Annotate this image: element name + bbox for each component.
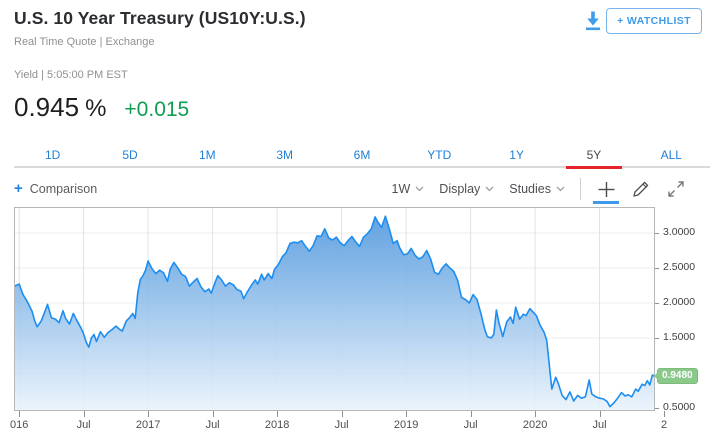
x-tick xyxy=(599,411,601,417)
price-chart[interactable] xyxy=(14,207,655,411)
range-tabs: 1D 5D 1M 3M 6M YTD 1Y 5Y ALL xyxy=(14,147,710,166)
pencil-icon xyxy=(633,181,649,197)
interval-dropdown[interactable]: 1W xyxy=(392,182,425,196)
x-tick-label: 016 xyxy=(10,419,29,431)
display-dropdown[interactable]: Display xyxy=(439,182,494,196)
y-tick-label: 2.5000 xyxy=(663,261,696,273)
x-tick xyxy=(19,411,21,417)
x-tick-label: 2017 xyxy=(135,419,161,431)
last-price-badge: 0.9480 xyxy=(657,367,698,384)
tab-6m[interactable]: 6M xyxy=(353,148,371,162)
quote-meta: Yield | 5:05:00 PM EST xyxy=(14,69,128,81)
tab-5y[interactable]: 5Y xyxy=(555,147,632,166)
x-tick-label: 2019 xyxy=(393,419,419,431)
x-tick-label: 2020 xyxy=(522,419,548,431)
chevron-down-icon xyxy=(415,186,424,192)
y-tick xyxy=(655,232,659,234)
draw-tool-button[interactable] xyxy=(631,179,651,199)
y-tick-label: 3.0000 xyxy=(663,226,696,238)
expand-icon xyxy=(668,181,684,197)
tabs-underline xyxy=(14,166,710,168)
tab-all[interactable]: ALL xyxy=(660,148,682,162)
chevron-down-icon xyxy=(556,186,565,192)
x-tick xyxy=(212,411,214,417)
y-tick xyxy=(655,267,659,269)
y-tick xyxy=(655,407,659,409)
x-tick-label: Jul xyxy=(463,419,478,431)
x-tick-label: Jul xyxy=(76,419,91,431)
comparison-label: Comparison xyxy=(29,182,98,196)
x-tick xyxy=(664,411,665,417)
y-tick-label: 1.5000 xyxy=(663,331,696,343)
x-tick-label: Jul xyxy=(592,419,607,431)
y-tick xyxy=(655,302,659,304)
x-tick xyxy=(148,411,150,417)
interval-value: 1W xyxy=(391,182,411,196)
y-axis: 3.0000 2.5000 2.0000 1.5000 0.5000 0.9480 xyxy=(655,207,710,413)
x-axis: 016 Jul 2017 Jul 2018 Jul 2019 Jul 2020 Jul 2 xyxy=(10,411,706,436)
price-value: 0.945 xyxy=(14,92,80,122)
crosshair-icon xyxy=(598,181,614,197)
x-tick xyxy=(535,411,537,417)
price-row: 0.945 % +0.015 xyxy=(14,92,189,123)
tab-1m[interactable]: 1M xyxy=(198,148,216,162)
toolbar-right: 1W Display Studies xyxy=(392,178,686,204)
x-tick-label: 2 xyxy=(660,419,668,431)
chart-toolbar: + Comparison 1W Display Studies xyxy=(14,174,686,204)
quote-source: Real Time Quote | Exchange xyxy=(14,36,155,48)
comparison-button[interactable]: + Comparison xyxy=(14,180,98,197)
display-label: Display xyxy=(439,182,481,196)
x-tick-label: Jul xyxy=(334,419,349,431)
x-tick xyxy=(470,411,472,417)
tab-1d[interactable]: 1D xyxy=(44,148,61,162)
fullscreen-button[interactable] xyxy=(666,179,686,199)
x-tick-label: Jul xyxy=(205,419,220,431)
toolbar-divider xyxy=(580,178,581,200)
studies-dropdown[interactable]: Studies xyxy=(509,182,565,196)
studies-label: Studies xyxy=(509,182,551,196)
crosshair-tool-button[interactable] xyxy=(593,179,619,204)
tab-1y[interactable]: 1Y xyxy=(509,148,524,162)
chevron-down-icon xyxy=(485,186,494,192)
y-tick xyxy=(655,337,659,339)
tab-3m[interactable]: 3M xyxy=(276,148,293,162)
download-icon xyxy=(586,11,600,31)
plus-icon: + xyxy=(14,180,23,197)
tab-ytd[interactable]: YTD xyxy=(427,148,452,162)
tab-5d[interactable]: 5D xyxy=(122,148,138,162)
x-tick xyxy=(277,411,279,417)
page-title: U.S. 10 Year Treasury (US10Y:U.S.) xyxy=(14,8,306,28)
x-tick xyxy=(341,411,343,417)
watchlist-button[interactable]: + WATCHLIST xyxy=(606,8,702,34)
price-unit: % xyxy=(85,95,107,122)
download-button[interactable] xyxy=(582,9,604,32)
x-tick xyxy=(406,411,408,417)
price-change: +0.015 xyxy=(124,98,190,121)
x-tick-label: 2018 xyxy=(264,419,290,431)
x-tick xyxy=(83,411,85,417)
y-tick-label: 0.5000 xyxy=(663,401,696,413)
y-tick-label: 2.0000 xyxy=(663,296,696,308)
